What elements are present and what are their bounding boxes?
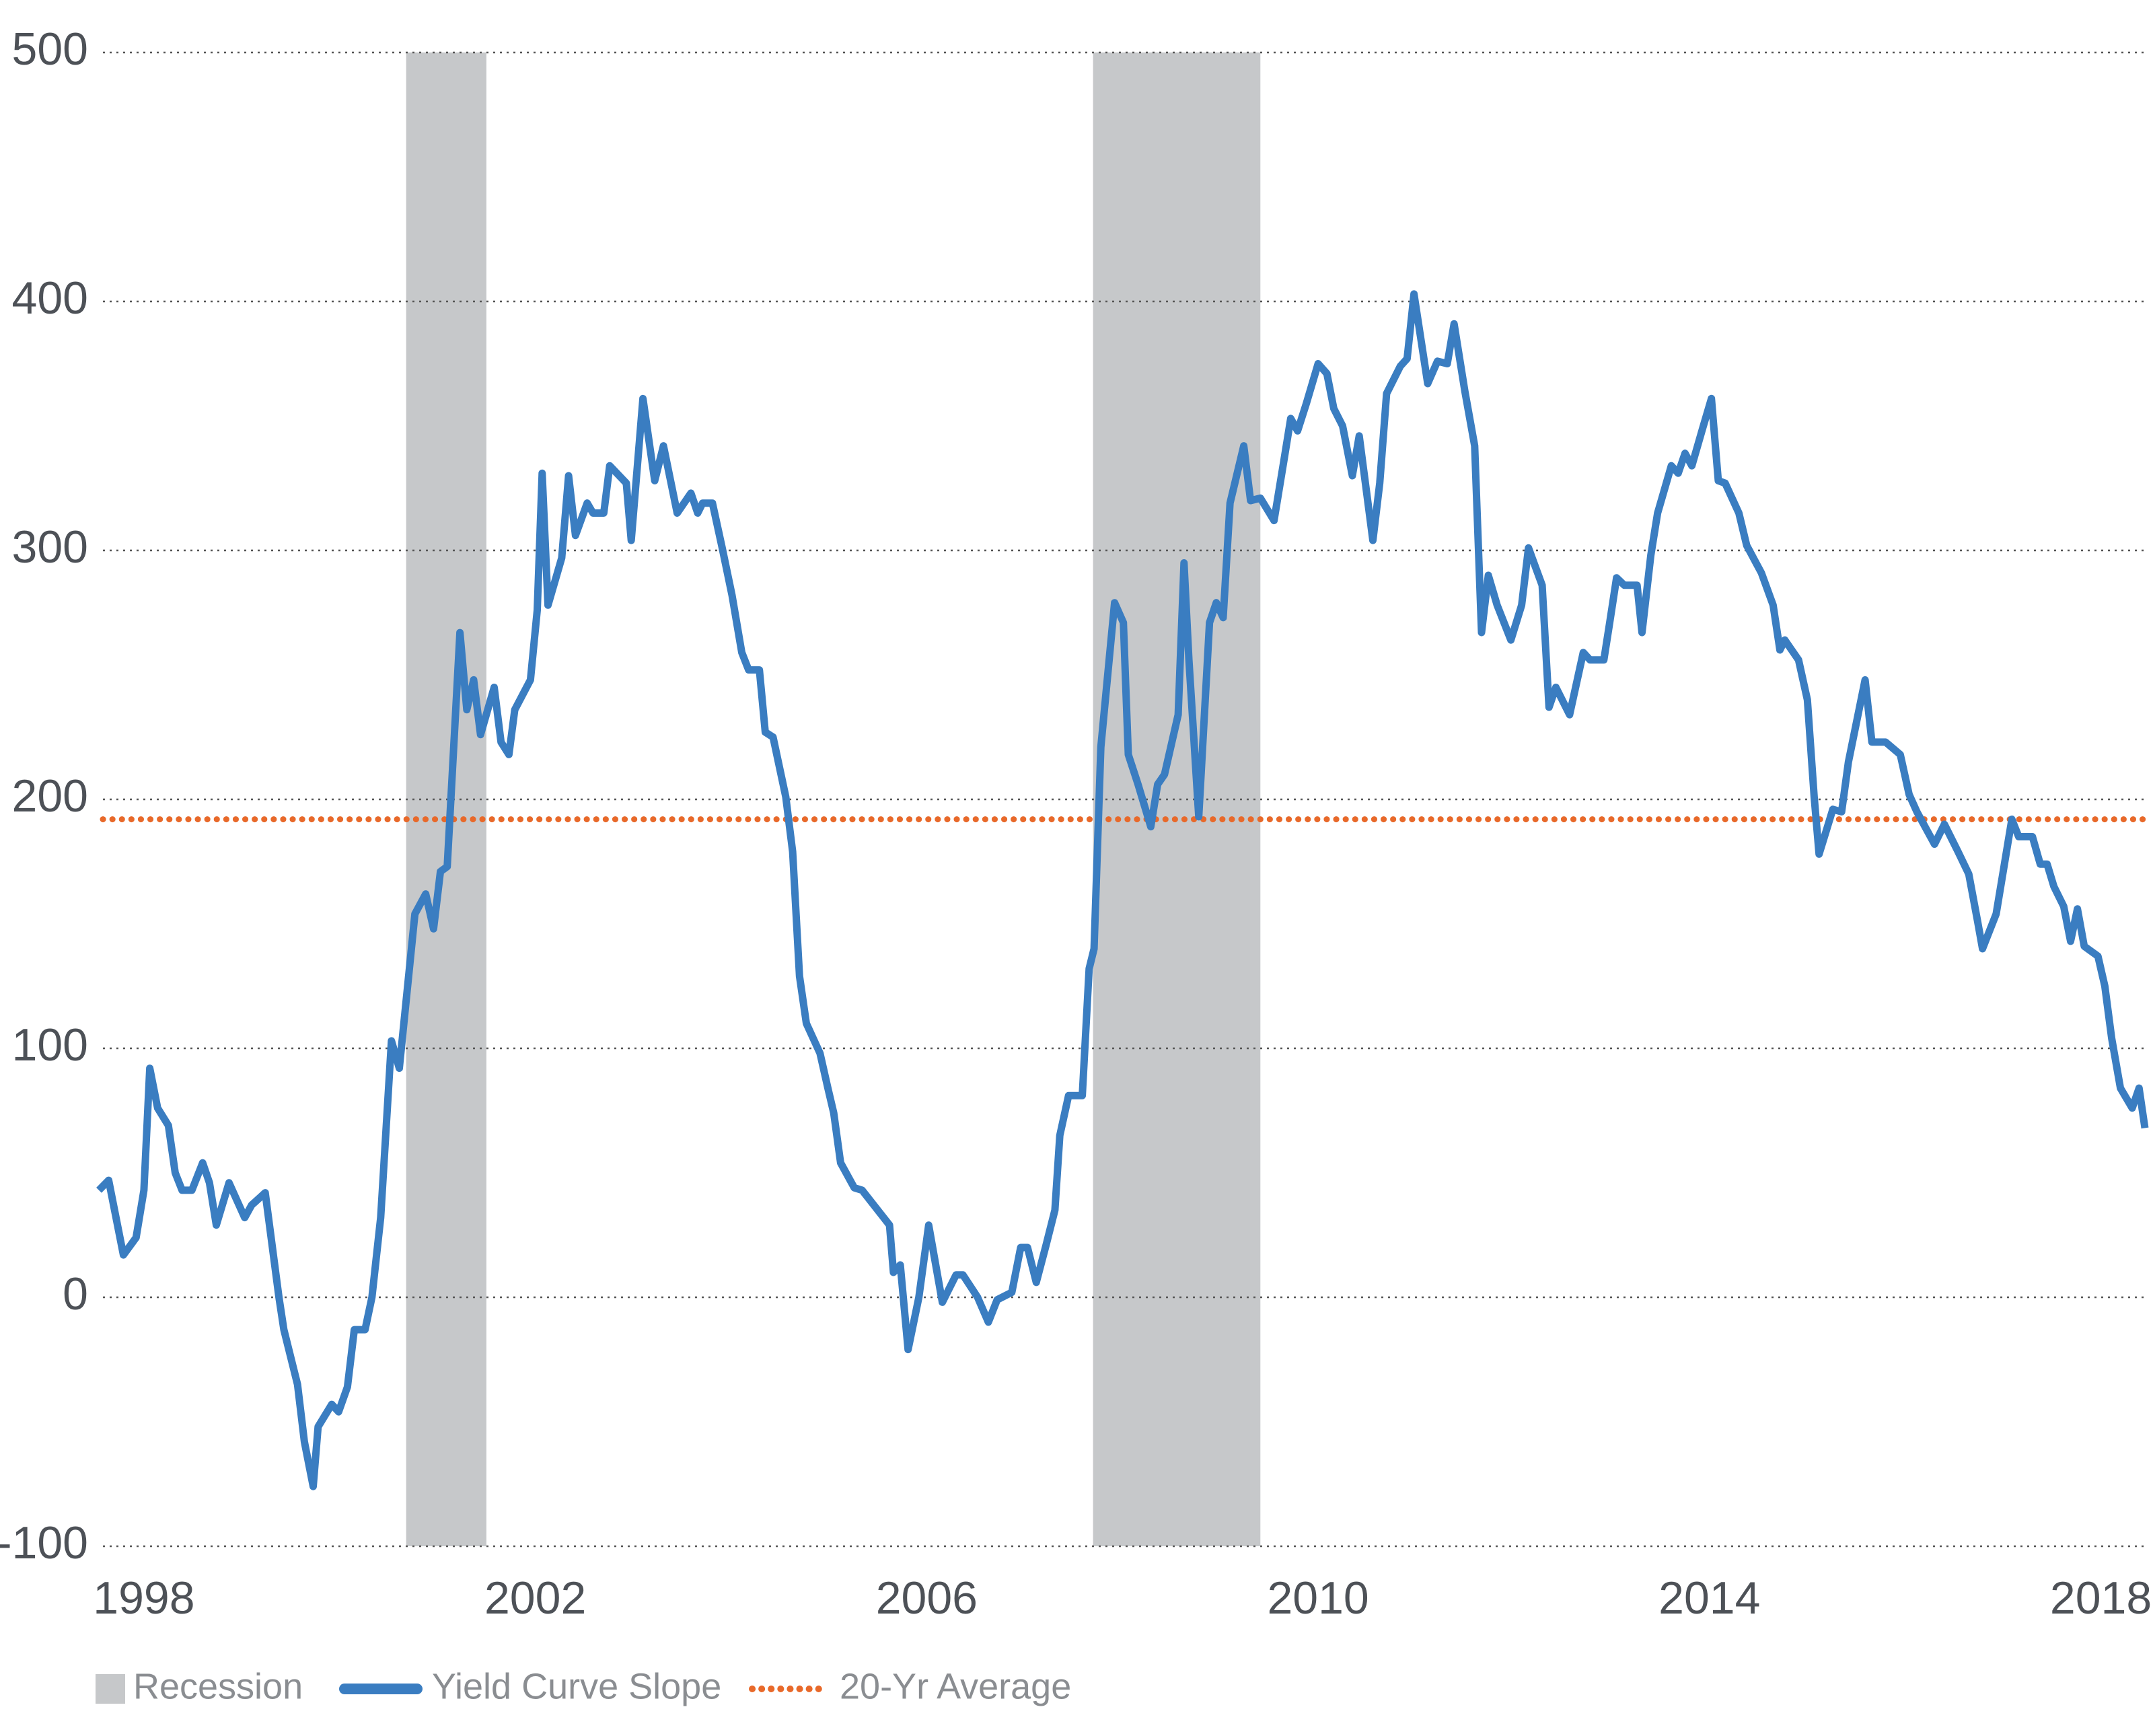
y-tick-label: 300 <box>12 521 88 573</box>
x-tick-label: 2006 <box>876 1572 978 1624</box>
legend-label: Recession <box>133 1666 303 1706</box>
x-tick-label: 2014 <box>1658 1572 1760 1624</box>
x-tick-label: 2018 <box>2050 1572 2152 1624</box>
legend-label: 20-Yr Average <box>840 1666 1071 1706</box>
legend-label: Yield Curve Slope <box>432 1666 721 1706</box>
x-tick-label: 2002 <box>484 1572 586 1624</box>
series-line <box>96 290 2149 1490</box>
x-tick-label: 1998 <box>93 1572 194 1624</box>
x-tick-label: 2010 <box>1267 1572 1369 1624</box>
y-tick-label: 100 <box>12 1019 88 1071</box>
legend-swatch <box>96 1674 125 1704</box>
y-tick-label: 400 <box>12 273 88 324</box>
y-tick-label: 500 <box>12 24 88 75</box>
y-tick-label: 0 <box>63 1268 88 1319</box>
y-tick-label: -100 <box>0 1517 88 1568</box>
recession-band <box>1093 52 1261 1546</box>
y-tick-label: 200 <box>12 770 88 822</box>
